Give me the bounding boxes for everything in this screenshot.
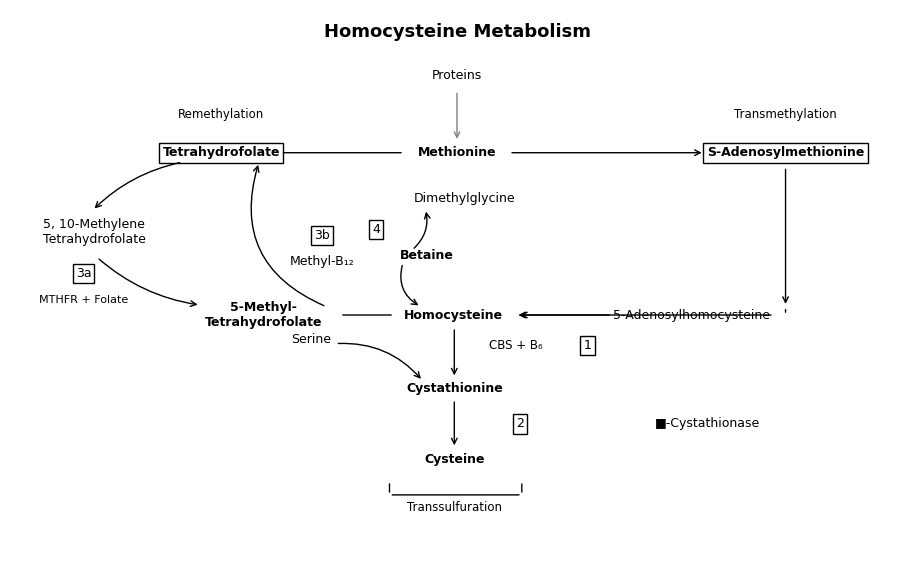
Text: Methyl-B₁₂: Methyl-B₁₂ bbox=[290, 254, 355, 267]
Text: Tetrahydrofolate: Tetrahydrofolate bbox=[163, 146, 280, 159]
Text: 1: 1 bbox=[583, 339, 591, 352]
Text: S-Adenosylmethionine: S-Adenosylmethionine bbox=[707, 146, 865, 159]
Text: Homocysteine Metabolism: Homocysteine Metabolism bbox=[324, 23, 590, 41]
Text: Serine: Serine bbox=[291, 333, 331, 346]
Text: Betaine: Betaine bbox=[400, 249, 454, 262]
Text: 3b: 3b bbox=[314, 229, 330, 242]
Text: Dimethylglycine: Dimethylglycine bbox=[413, 192, 515, 205]
Text: 5-Adenosylhomocysteine: 5-Adenosylhomocysteine bbox=[612, 309, 770, 321]
Text: 5-Methyl-
Tetrahydrofolate: 5-Methyl- Tetrahydrofolate bbox=[205, 301, 323, 329]
Text: Homocysteine: Homocysteine bbox=[404, 309, 503, 321]
Text: 4: 4 bbox=[372, 223, 380, 236]
Text: Proteins: Proteins bbox=[432, 69, 482, 82]
Text: Transsulfuration: Transsulfuration bbox=[407, 501, 502, 514]
Text: Cystathionine: Cystathionine bbox=[406, 382, 503, 395]
Text: CBS + B₆: CBS + B₆ bbox=[488, 339, 542, 352]
Text: Remethylation: Remethylation bbox=[178, 108, 264, 121]
Text: MTHFR + Folate: MTHFR + Folate bbox=[38, 295, 128, 305]
Text: Cysteine: Cysteine bbox=[424, 453, 484, 466]
Text: 2: 2 bbox=[516, 417, 524, 430]
Text: Transmethylation: Transmethylation bbox=[734, 108, 837, 121]
Text: Methionine: Methionine bbox=[418, 146, 496, 159]
Text: 3a: 3a bbox=[76, 267, 91, 280]
Text: 5, 10-Methylene
Tetrahydrofolate: 5, 10-Methylene Tetrahydrofolate bbox=[43, 218, 146, 246]
Text: ■-Cystathionase: ■-Cystathionase bbox=[655, 417, 760, 430]
